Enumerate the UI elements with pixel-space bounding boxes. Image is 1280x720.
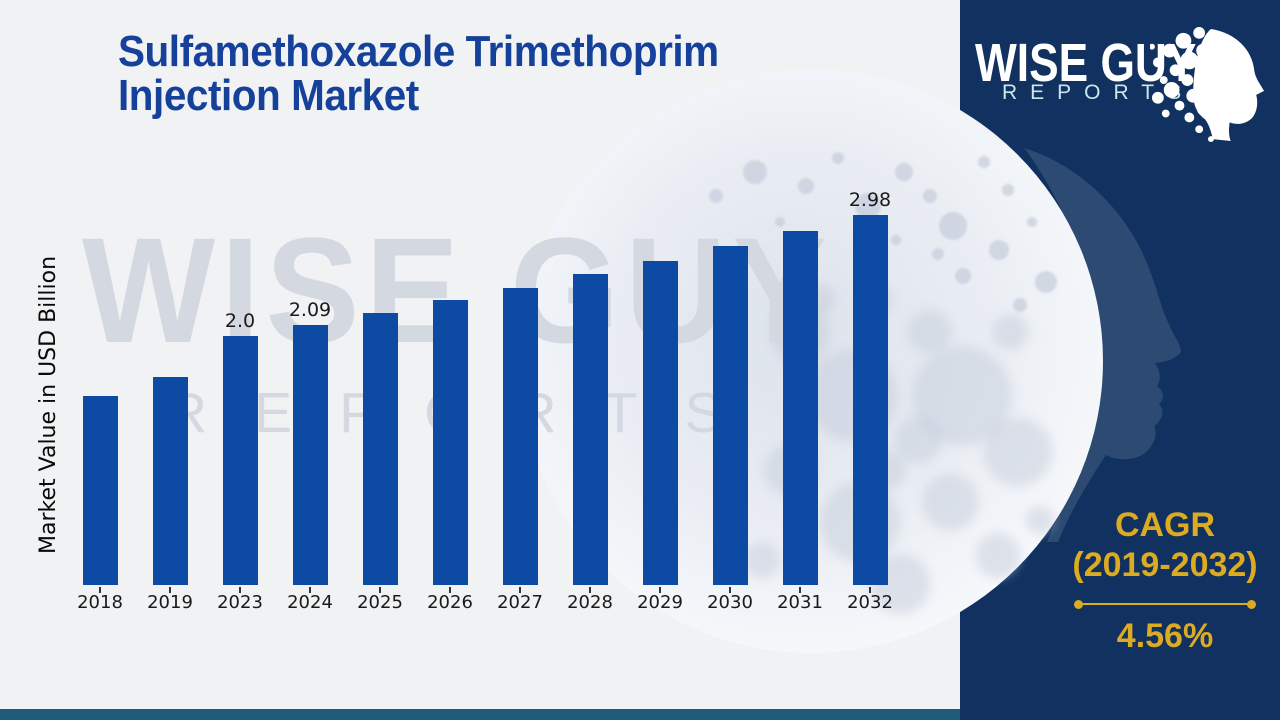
x-tick-label-2032: 2032: [847, 592, 893, 613]
x-tick-2026: [449, 587, 451, 593]
page-title-line1: Sulfamethoxazole Trimethoprim: [118, 27, 719, 76]
x-tick-2027: [519, 587, 521, 593]
bar-2030: [712, 245, 748, 585]
wiseguy-head-icon: [1150, 26, 1265, 143]
bar-2028: [572, 274, 608, 585]
x-tick-2018: [99, 587, 101, 593]
bar-value-label-2024: 2.09: [288, 299, 332, 322]
bar-2026: [432, 300, 468, 585]
x-tick-label-2030: 2030: [707, 592, 753, 613]
x-tick-2030: [729, 587, 731, 593]
bar-value-label-2023: 2.0: [224, 310, 256, 333]
x-tick-label-2026: 2026: [427, 592, 473, 613]
x-tick-2023: [239, 587, 241, 593]
bar-2029: [642, 260, 678, 585]
x-tick-label-2027: 2027: [497, 592, 543, 613]
cagr-divider-line: [1078, 603, 1252, 605]
cagr-divider-right-dot: [1247, 599, 1256, 609]
x-tick-label-2028: 2028: [567, 592, 613, 613]
bar-2032: [852, 214, 888, 585]
x-tick-label-2025: 2025: [357, 592, 403, 613]
x-tick-2019: [169, 587, 171, 593]
x-tick-label-2031: 2031: [777, 592, 823, 613]
cagr-period: (2019-2032): [1072, 546, 1258, 584]
bar-2018: [82, 396, 118, 585]
x-tick-2031: [799, 587, 801, 593]
bar-value-label-2032: 2.98: [848, 188, 892, 211]
bar-2024: [292, 325, 328, 585]
bar-2027: [502, 287, 538, 585]
page-title-line2: Injection Market: [118, 71, 419, 120]
x-tick-label-2023: 2023: [217, 592, 263, 613]
x-tick-2029: [659, 587, 661, 593]
bar-2019: [152, 377, 188, 585]
x-tick-2025: [379, 587, 381, 593]
cagr-block: CAGR (2019-2032) 4.56%: [1020, 505, 1280, 656]
cagr-divider: [1074, 599, 1256, 609]
cagr-value: 4.56%: [1116, 617, 1214, 655]
x-tick-label-2029: 2029: [637, 592, 683, 613]
x-tick-2024: [309, 587, 311, 593]
bar-2025: [362, 312, 398, 585]
x-tick-label-2018: 2018: [77, 592, 123, 613]
x-tick-2028: [589, 587, 591, 593]
bar-2023: [222, 336, 258, 585]
x-tick-label-2024: 2024: [287, 592, 333, 613]
page-title: Sulfamethoxazole Trimethoprim Injection …: [118, 30, 719, 118]
bottom-accent-bar: [0, 709, 960, 720]
bar-2031: [782, 230, 818, 585]
x-tick-label-2019: 2019: [147, 592, 193, 613]
brand-logo-subtitle: REPORTS: [1002, 81, 1195, 104]
cagr-label: CAGR: [1114, 506, 1216, 544]
